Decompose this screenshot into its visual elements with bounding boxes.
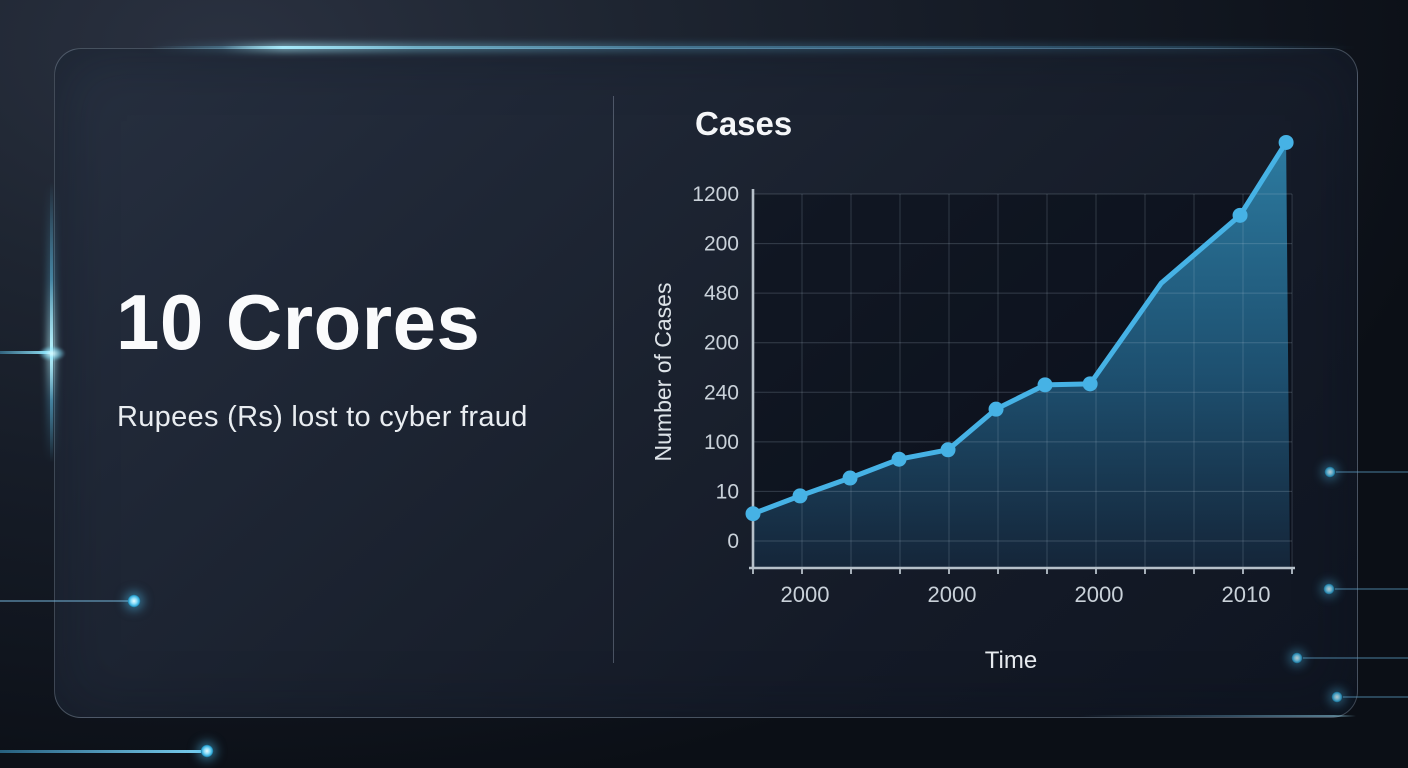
x-tick-label: 2000 [928,582,977,607]
data-point-marker [1232,207,1248,223]
data-point-marker [891,451,907,467]
y-tick-label: 10 [716,480,739,503]
y-tick-label: 1200 [692,183,739,206]
data-point-marker [1037,377,1053,393]
top-edge-glow [150,46,1356,49]
data-point-marker [745,506,761,522]
y-tick-label: 240 [704,381,739,404]
card: 10 Crores Rupees (Rs) lost to cyber frau… [54,48,1358,718]
glow-line-right-4 [1343,696,1408,698]
data-point-marker [1082,376,1098,392]
stat-headline: 10 Crores [116,278,481,366]
left-edge-glow-spot [33,343,71,364]
glow-line-right-3 [1303,657,1408,659]
x-tick-label: 2000 [1075,582,1124,607]
glow-line-right-1 [1336,471,1408,473]
x-tick-label: 2010 [1222,582,1271,607]
x-tick-label: 2000 [781,582,830,607]
left-edge-glow-vertical [50,182,53,462]
data-point-marker [792,488,808,504]
area-fill [753,142,1290,568]
glow-dot-bottom-left [200,744,214,758]
stat-subtitle: Rupees (Rs) lost to cyber fraud [117,401,528,433]
y-tick-label: 200 [704,233,739,256]
cases-chart: 0 10 100 240 200 480 200 1200 2000 2000 2000 2010 [692,134,1295,607]
y-tick-label: 100 [704,431,739,454]
left-edge-glow-horizontal [0,351,50,354]
panel-divider [613,96,614,663]
glow-line-left-mid [0,600,128,602]
glow-dot-right-4 [1331,691,1343,703]
data-point-marker [940,442,956,458]
glow-dot-right-1 [1324,466,1336,478]
glow-dot-right-3 [1291,652,1303,664]
y-tick-label: 480 [704,282,739,305]
glow-dot-left-mid [127,594,141,608]
chart-title: Cases [695,105,793,142]
axes [749,189,1295,570]
data-point-marker [842,470,858,486]
y-tick-label: 200 [704,332,739,355]
y-tick-label: 0 [727,530,739,553]
glow-line-right-2 [1335,588,1408,590]
data-point-marker [1278,134,1294,150]
glow-line-bottom-left [0,750,201,753]
bottom-edge-glow [1080,715,1356,717]
x-axis-title: Time [984,647,1038,674]
glow-dot-right-2 [1323,583,1335,595]
data-point-marker [988,401,1004,417]
